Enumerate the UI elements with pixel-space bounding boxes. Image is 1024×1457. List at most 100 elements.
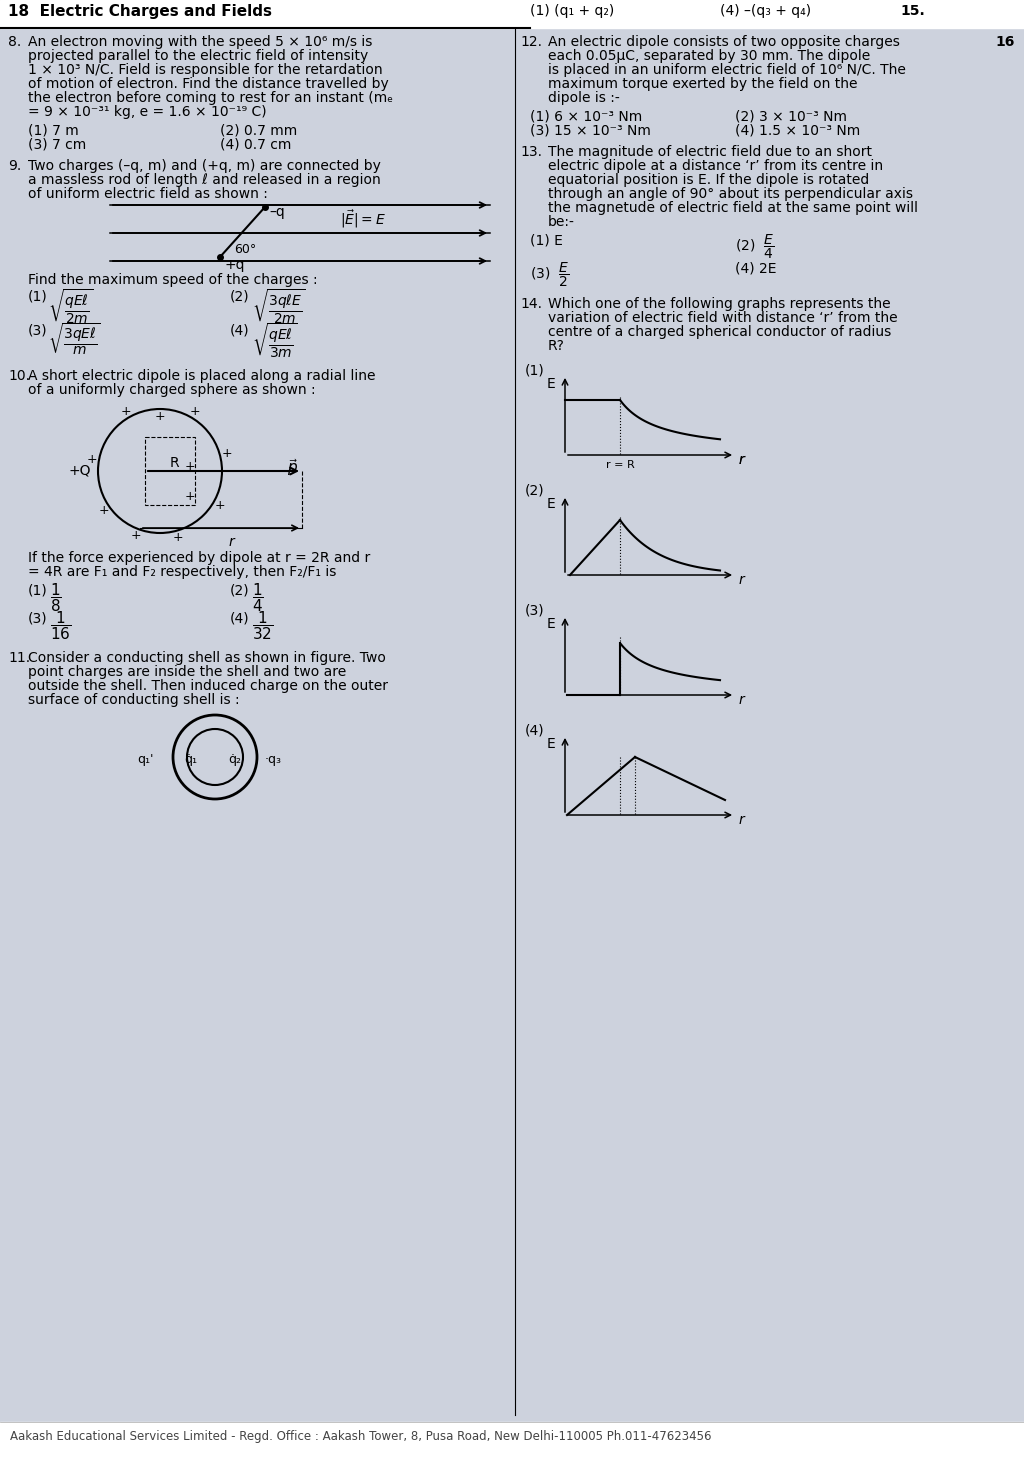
- Text: r = R: r = R: [605, 460, 635, 471]
- Text: E: E: [547, 737, 555, 750]
- Text: E: E: [547, 616, 555, 631]
- Text: The magnitude of electric field due to an short: The magnitude of electric field due to a…: [548, 146, 872, 159]
- Text: (1) E: (1) E: [530, 233, 563, 248]
- Text: (2) 0.7 mm: (2) 0.7 mm: [220, 122, 297, 137]
- Text: (4): (4): [230, 610, 250, 625]
- Bar: [0, 1422, 1024, 1457]
- Text: +Q: +Q: [68, 463, 90, 478]
- Text: (4): (4): [525, 723, 545, 737]
- Text: r: r: [739, 694, 744, 707]
- Text: 14.: 14.: [520, 297, 542, 310]
- Text: (2): (2): [230, 288, 250, 303]
- Text: E: E: [547, 497, 555, 511]
- Text: is placed in an uniform electric field of 10⁶ N/C. The: is placed in an uniform electric field o…: [548, 63, 906, 77]
- Text: ·q₃: ·q₃: [265, 752, 282, 765]
- Text: (4) 1.5 × 10⁻³ Nm: (4) 1.5 × 10⁻³ Nm: [735, 122, 860, 137]
- Text: q₁': q₁': [137, 752, 154, 765]
- Text: 15.: 15.: [900, 4, 925, 17]
- Text: variation of electric field with distance ‘r’ from the: variation of electric field with distanc…: [548, 310, 898, 325]
- Text: surface of conducting shell is :: surface of conducting shell is :: [28, 694, 240, 707]
- Text: 12.: 12.: [520, 35, 542, 50]
- Text: R: R: [170, 456, 179, 471]
- Text: Aakash Educational Services Limited - Regd. Office : Aakash Tower, 8, Pusa Road,: Aakash Educational Services Limited - Re…: [10, 1429, 712, 1442]
- Text: q̇₂: q̇₂: [228, 752, 242, 765]
- Text: 13.: 13.: [520, 146, 542, 159]
- Text: through an angle of 90° about its perpendicular axis: through an angle of 90° about its perpen…: [548, 186, 913, 201]
- Text: $\dfrac{1}{4}$: $\dfrac{1}{4}$: [252, 581, 264, 613]
- Text: $\sqrt{\dfrac{3q\ell E}{2m}}$: $\sqrt{\dfrac{3q\ell E}{2m}}$: [252, 287, 306, 325]
- Text: 16: 16: [995, 35, 1015, 50]
- Text: +: +: [87, 453, 97, 466]
- Text: q̇₁: q̇₁: [184, 752, 198, 765]
- Text: outside the shell. Then induced charge on the outer: outside the shell. Then induced charge o…: [28, 679, 388, 694]
- Text: (1) 6 × 10⁻³ Nm: (1) 6 × 10⁻³ Nm: [530, 109, 642, 122]
- Text: +: +: [155, 411, 165, 424]
- Text: $\dfrac{1}{32}$: $\dfrac{1}{32}$: [252, 609, 273, 641]
- Text: (2): (2): [230, 583, 250, 597]
- Text: (3)  $\dfrac{E}{2}$: (3) $\dfrac{E}{2}$: [530, 261, 569, 290]
- Bar: [0, 0, 1024, 28]
- Text: Which one of the following graphs represents the: Which one of the following graphs repres…: [548, 297, 891, 310]
- Text: 60°: 60°: [234, 243, 256, 256]
- Text: (3) 7 cm: (3) 7 cm: [28, 137, 86, 152]
- Text: (3): (3): [28, 323, 48, 337]
- Text: +: +: [184, 459, 195, 472]
- Text: (4): (4): [230, 323, 250, 337]
- Text: $\sqrt{\dfrac{qE\ell}{2m}}$: $\sqrt{\dfrac{qE\ell}{2m}}$: [48, 287, 93, 325]
- Text: (4) 0.7 cm: (4) 0.7 cm: [220, 137, 292, 152]
- Text: centre of a charged spherical conductor of radius: centre of a charged spherical conductor …: [548, 325, 891, 339]
- Text: +: +: [221, 447, 232, 459]
- Bar: [145, 437, 195, 506]
- Text: R?: R?: [548, 339, 565, 353]
- Text: (4) –(q₃ + q₄): (4) –(q₃ + q₄): [720, 4, 811, 17]
- Text: = 4R are F₁ and F₂ respectively, then F₂/F₁ is: = 4R are F₁ and F₂ respectively, then F₂…: [28, 565, 336, 578]
- Text: An electron moving with the speed 5 × 10⁶ m/s is: An electron moving with the speed 5 × 10…: [28, 35, 373, 50]
- Text: point charges are inside the shell and two are: point charges are inside the shell and t…: [28, 664, 346, 679]
- Text: (2): (2): [525, 484, 545, 497]
- Text: of motion of electron. Find the distance travelled by: of motion of electron. Find the distance…: [28, 77, 389, 90]
- Text: +: +: [173, 532, 183, 543]
- Text: $\sqrt{\dfrac{qE\ell}{3m}}$: $\sqrt{\dfrac{qE\ell}{3m}}$: [252, 321, 297, 360]
- Text: $|\vec{E}|= E$: $|\vec{E}|= E$: [340, 208, 386, 230]
- Text: r: r: [739, 813, 744, 828]
- Text: = 9 × 10⁻³¹ kg, e = 1.6 × 10⁻¹⁹ C): = 9 × 10⁻³¹ kg, e = 1.6 × 10⁻¹⁹ C): [28, 105, 266, 119]
- Text: each 0.05μC, separated by 30 mm. The dipole: each 0.05μC, separated by 30 mm. The dip…: [548, 50, 870, 63]
- Text: +: +: [131, 529, 141, 542]
- Text: r: r: [739, 453, 744, 468]
- Text: projected parallel to the electric field of intensity: projected parallel to the electric field…: [28, 50, 369, 63]
- Text: +: +: [120, 405, 131, 418]
- Text: (3): (3): [525, 603, 545, 616]
- Text: An electric dipole consists of two opposite charges: An electric dipole consists of two oppos…: [548, 35, 900, 50]
- Text: r: r: [739, 573, 744, 587]
- Text: r: r: [739, 453, 744, 468]
- Text: $\vec{p}$: $\vec{p}$: [287, 457, 298, 478]
- Text: +: +: [98, 504, 109, 517]
- Text: be:-: be:-: [548, 216, 574, 229]
- Text: dipole is :-: dipole is :-: [548, 90, 620, 105]
- Text: (1): (1): [28, 288, 48, 303]
- Text: If the force experienced by dipole at r = 2R and r: If the force experienced by dipole at r …: [28, 551, 371, 565]
- Text: (1): (1): [525, 363, 545, 377]
- Text: A short electric dipole is placed along a radial line: A short electric dipole is placed along …: [28, 369, 376, 383]
- Text: Find the maximum speed of the charges :: Find the maximum speed of the charges :: [28, 272, 317, 287]
- Text: Consider a conducting shell as shown in figure. Two: Consider a conducting shell as shown in …: [28, 651, 386, 664]
- Text: (2) 3 × 10⁻³ Nm: (2) 3 × 10⁻³ Nm: [735, 109, 847, 122]
- Text: $\dfrac{1}{16}$: $\dfrac{1}{16}$: [50, 609, 72, 641]
- Text: maximum torque exerted by the field on the: maximum torque exerted by the field on t…: [548, 77, 857, 90]
- Text: the magnetude of electric field at the same point will: the magnetude of electric field at the s…: [548, 201, 918, 216]
- Text: (1): (1): [28, 583, 48, 597]
- Text: E: E: [547, 377, 555, 390]
- Text: equatorial position is E. If the dipole is rotated: equatorial position is E. If the dipole …: [548, 173, 869, 186]
- Text: (1) 7 m: (1) 7 m: [28, 122, 79, 137]
- Text: +: +: [214, 498, 225, 511]
- Text: –q: –q: [269, 205, 285, 219]
- Text: Two charges (–q, m) and (+q, m) are connected by: Two charges (–q, m) and (+q, m) are conn…: [28, 159, 381, 173]
- Text: +: +: [189, 405, 200, 418]
- Text: of a uniformly charged sphere as shown :: of a uniformly charged sphere as shown :: [28, 383, 315, 396]
- Text: +: +: [184, 490, 195, 503]
- Text: (4) 2E: (4) 2E: [735, 261, 776, 275]
- Text: of uniform electric field as shown :: of uniform electric field as shown :: [28, 186, 268, 201]
- Text: (3): (3): [28, 610, 48, 625]
- Text: r: r: [228, 535, 233, 549]
- Text: 1 × 10³ N/C. Field is responsible for the retardation: 1 × 10³ N/C. Field is responsible for th…: [28, 63, 383, 77]
